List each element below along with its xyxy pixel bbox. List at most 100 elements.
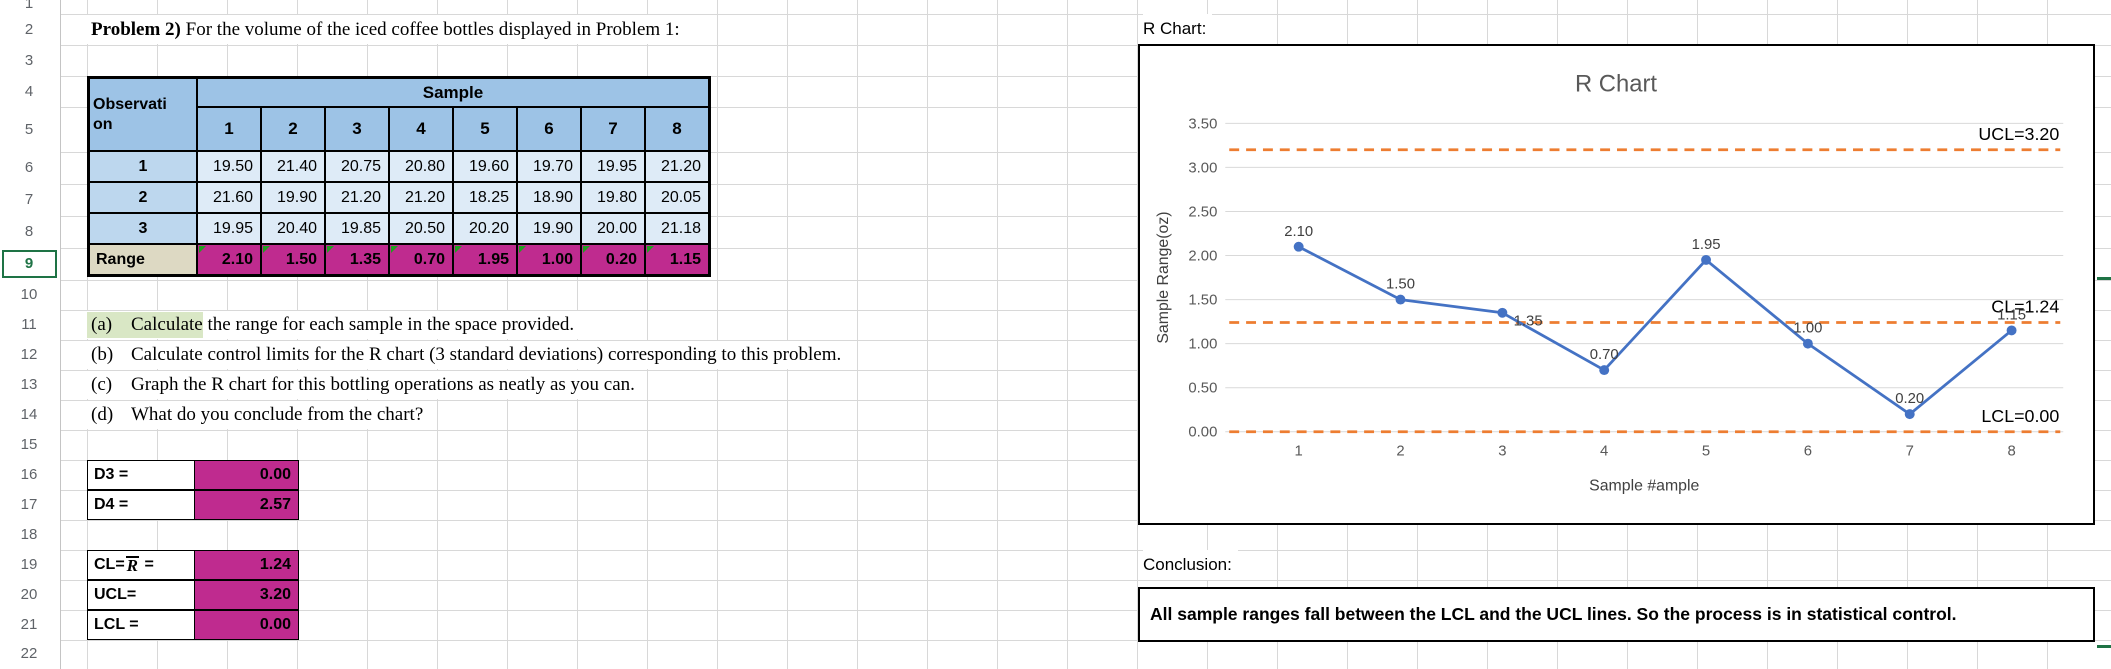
- question-d-text: What do you conclude from the chart?: [131, 404, 424, 425]
- range-cell[interactable]: 1.95: [453, 244, 517, 275]
- data-point-marker: [1395, 294, 1406, 305]
- row-header-11[interactable]: 11: [21, 316, 37, 333]
- data-cell[interactable]: 18.25: [453, 182, 517, 213]
- data-cell[interactable]: 19.90: [517, 213, 581, 244]
- d3-value-cell[interactable]: 0.00: [194, 460, 299, 490]
- question-b-cell[interactable]: (b) Calculate control limits for the R c…: [87, 341, 850, 369]
- cl-label-cell[interactable]: CL= R =: [87, 550, 195, 580]
- row-header-19[interactable]: 19: [20, 556, 38, 573]
- row-header-3[interactable]: 3: [24, 51, 34, 69]
- data-cell[interactable]: 20.20: [453, 213, 517, 244]
- row-header-14[interactable]: 14: [20, 406, 38, 423]
- row-header-21[interactable]: 21: [20, 616, 38, 633]
- sample-col-header-8[interactable]: 8: [645, 107, 709, 151]
- row-header-15[interactable]: 15: [20, 436, 38, 453]
- row-header-16[interactable]: 16: [20, 466, 38, 483]
- row-header-22[interactable]: 22: [20, 645, 38, 662]
- range-row-label[interactable]: Range: [89, 244, 197, 275]
- sample-col-header-4[interactable]: 4: [389, 107, 453, 151]
- range-cell[interactable]: 1.35: [325, 244, 389, 275]
- conclusion-textbox[interactable]: All sample ranges fall between the LCL a…: [1138, 587, 2095, 642]
- row-header-4[interactable]: 4: [24, 82, 34, 100]
- sample-col-header-7[interactable]: 7: [581, 107, 645, 151]
- row-header-1[interactable]: 1: [24, 0, 34, 12]
- gridline-h: [60, 490, 2111, 491]
- question-d-cell[interactable]: (d) What do you conclude from the chart?: [87, 401, 432, 429]
- d3-label-cell[interactable]: D3 =: [87, 460, 195, 490]
- observation-row-label-2[interactable]: 2: [89, 182, 197, 213]
- row-header-9[interactable]: 9: [24, 255, 34, 272]
- data-cell[interactable]: 19.95: [197, 213, 261, 244]
- observation-header-cell[interactable]: Observati on: [89, 78, 197, 151]
- row-header-13[interactable]: 13: [20, 376, 38, 393]
- observation-row-label-1[interactable]: 1: [89, 151, 197, 182]
- row-header-10[interactable]: 10: [20, 286, 38, 303]
- cl-value-cell[interactable]: 1.24: [194, 550, 299, 580]
- data-cell[interactable]: 19.50: [197, 151, 261, 182]
- row-header-5[interactable]: 5: [24, 120, 34, 138]
- sample-col-header-2[interactable]: 2: [261, 107, 325, 151]
- range-cell[interactable]: 0.20: [581, 244, 645, 275]
- data-cell[interactable]: 21.18: [645, 213, 709, 244]
- data-point-marker: [1701, 254, 1712, 265]
- lcl-value: 0.00: [259, 616, 291, 633]
- sample-col-header-6[interactable]: 6: [517, 107, 581, 151]
- d4-value-cell[interactable]: 2.57: [194, 490, 299, 520]
- row-header-7[interactable]: 7: [24, 191, 34, 208]
- sample-col-header-3[interactable]: 3: [325, 107, 389, 151]
- row-header-12[interactable]: 12: [20, 346, 38, 363]
- lcl-value-cell[interactable]: 0.00: [194, 610, 299, 640]
- ucl-label-cell[interactable]: UCL=: [87, 580, 195, 610]
- sample-merged-header[interactable]: Sample: [197, 78, 709, 107]
- data-cell[interactable]: 20.80: [389, 151, 453, 182]
- gridline-h: [60, 152, 2111, 153]
- row-header-17[interactable]: 17: [20, 496, 38, 513]
- data-point-marker: [1497, 307, 1508, 318]
- r-chart-object[interactable]: R Chart 0.00 0.50 1.00 1.50 2.00 2.50 3.00 3.50 U…: [1138, 44, 2095, 525]
- data-cell[interactable]: 21.20: [389, 182, 453, 213]
- gridline-h: [60, 340, 2111, 341]
- data-cell[interactable]: 21.20: [325, 182, 389, 213]
- data-cell[interactable]: 19.60: [453, 151, 517, 182]
- sample-col-header-1[interactable]: 1: [197, 107, 261, 151]
- row-header-6[interactable]: 6: [24, 159, 34, 176]
- question-a-cell[interactable]: (a) Calculate the range for each sample …: [87, 311, 583, 339]
- problem-statement-cell[interactable]: Problem 2) For the volume of the iced co…: [87, 15, 688, 44]
- d4-label-cell[interactable]: D4 =: [87, 490, 195, 520]
- range-cell[interactable]: 2.10: [197, 244, 261, 275]
- data-cell[interactable]: 21.40: [261, 151, 325, 182]
- r-chart-caption[interactable]: R Chart:: [1143, 14, 1213, 44]
- data-cell[interactable]: 20.05: [645, 182, 709, 213]
- data-cell[interactable]: 19.85: [325, 213, 389, 244]
- question-c-cell[interactable]: (c) Graph the R chart for this bottling …: [87, 371, 643, 399]
- data-cell[interactable]: 20.75: [325, 151, 389, 182]
- ucl-value-cell[interactable]: 3.20: [194, 580, 299, 610]
- sample-col-header-5[interactable]: 5: [453, 107, 517, 151]
- data-cell[interactable]: 20.40: [261, 213, 325, 244]
- cl-value: 1.24: [259, 556, 291, 573]
- data-cell[interactable]: 19.95: [581, 151, 645, 182]
- data-cell[interactable]: 20.00: [581, 213, 645, 244]
- gridline-h: [60, 460, 2111, 461]
- row-header-18[interactable]: 18: [20, 526, 38, 543]
- data-cell[interactable]: 21.20: [645, 151, 709, 182]
- data-cell[interactable]: 20.50: [389, 213, 453, 244]
- row-header-8[interactable]: 8: [24, 223, 34, 240]
- range-cell[interactable]: 0.70: [389, 244, 453, 275]
- range-cell[interactable]: 1.00: [517, 244, 581, 275]
- gridline-v: [857, 0, 858, 669]
- data-cell[interactable]: 18.90: [517, 182, 581, 213]
- data-cell[interactable]: 19.80: [581, 182, 645, 213]
- observation-row-label-3[interactable]: 3: [89, 213, 197, 244]
- conclusion-caption[interactable]: Conclusion:: [1143, 550, 1238, 580]
- lcl-label-cell[interactable]: LCL =: [87, 610, 195, 640]
- range-cell[interactable]: 1.15: [645, 244, 709, 275]
- data-cell[interactable]: 19.70: [517, 151, 581, 182]
- data-cell[interactable]: 21.60: [197, 182, 261, 213]
- data-point-marker: [1599, 365, 1610, 376]
- range-cell[interactable]: 1.50: [261, 244, 325, 275]
- gridline-h: [60, 45, 2111, 46]
- row-header-20[interactable]: 20: [20, 586, 38, 603]
- row-header-2[interactable]: 2: [24, 20, 34, 38]
- data-cell[interactable]: 19.90: [261, 182, 325, 213]
